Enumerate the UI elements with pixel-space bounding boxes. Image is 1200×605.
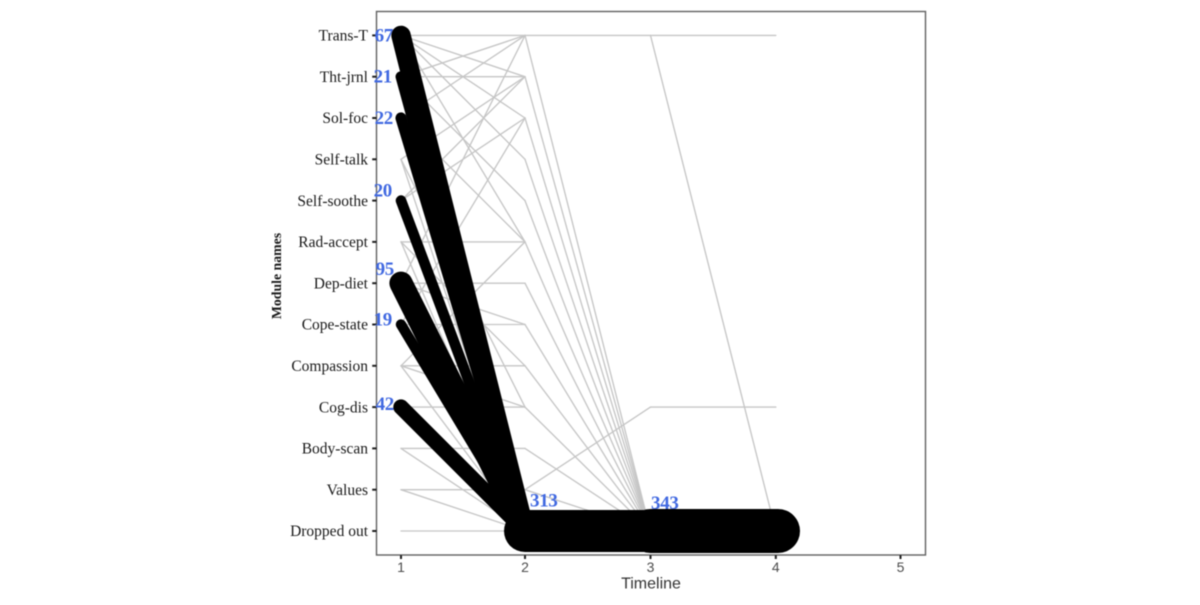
svg-text:5: 5: [897, 559, 905, 575]
svg-text:Values: Values: [327, 482, 368, 499]
svg-text:Rad-accept: Rad-accept: [298, 234, 368, 251]
svg-text:Module names: Module names: [269, 232, 284, 319]
svg-text:Cog-dis: Cog-dis: [319, 399, 368, 416]
svg-text:343: 343: [651, 493, 679, 514]
svg-text:Sol-foc: Sol-foc: [322, 110, 368, 127]
svg-text:2: 2: [521, 559, 529, 575]
svg-text:20: 20: [374, 181, 392, 202]
svg-text:22: 22: [375, 108, 393, 129]
svg-text:Dep-diet: Dep-diet: [314, 275, 369, 292]
svg-text:1: 1: [397, 559, 405, 575]
svg-text:Self-soothe: Self-soothe: [297, 193, 368, 210]
svg-text:42: 42: [376, 394, 394, 415]
svg-text:313: 313: [530, 491, 558, 512]
svg-text:21: 21: [374, 67, 392, 88]
svg-text:Tht-jrnl: Tht-jrnl: [320, 69, 368, 86]
svg-text:Cope-state: Cope-state: [302, 317, 368, 334]
svg-text:Timeline: Timeline: [621, 576, 681, 593]
svg-text:67: 67: [375, 26, 394, 47]
svg-text:3: 3: [647, 559, 655, 575]
svg-text:Self-talk: Self-talk: [315, 152, 369, 169]
svg-text:Dropped out: Dropped out: [290, 523, 369, 540]
svg-text:95: 95: [376, 259, 394, 280]
svg-text:4: 4: [772, 559, 780, 575]
svg-text:Trans-T: Trans-T: [319, 28, 369, 45]
svg-text:19: 19: [374, 310, 392, 331]
svg-text:Compassion: Compassion: [291, 358, 368, 375]
svg-text:Body-scan: Body-scan: [302, 441, 369, 458]
